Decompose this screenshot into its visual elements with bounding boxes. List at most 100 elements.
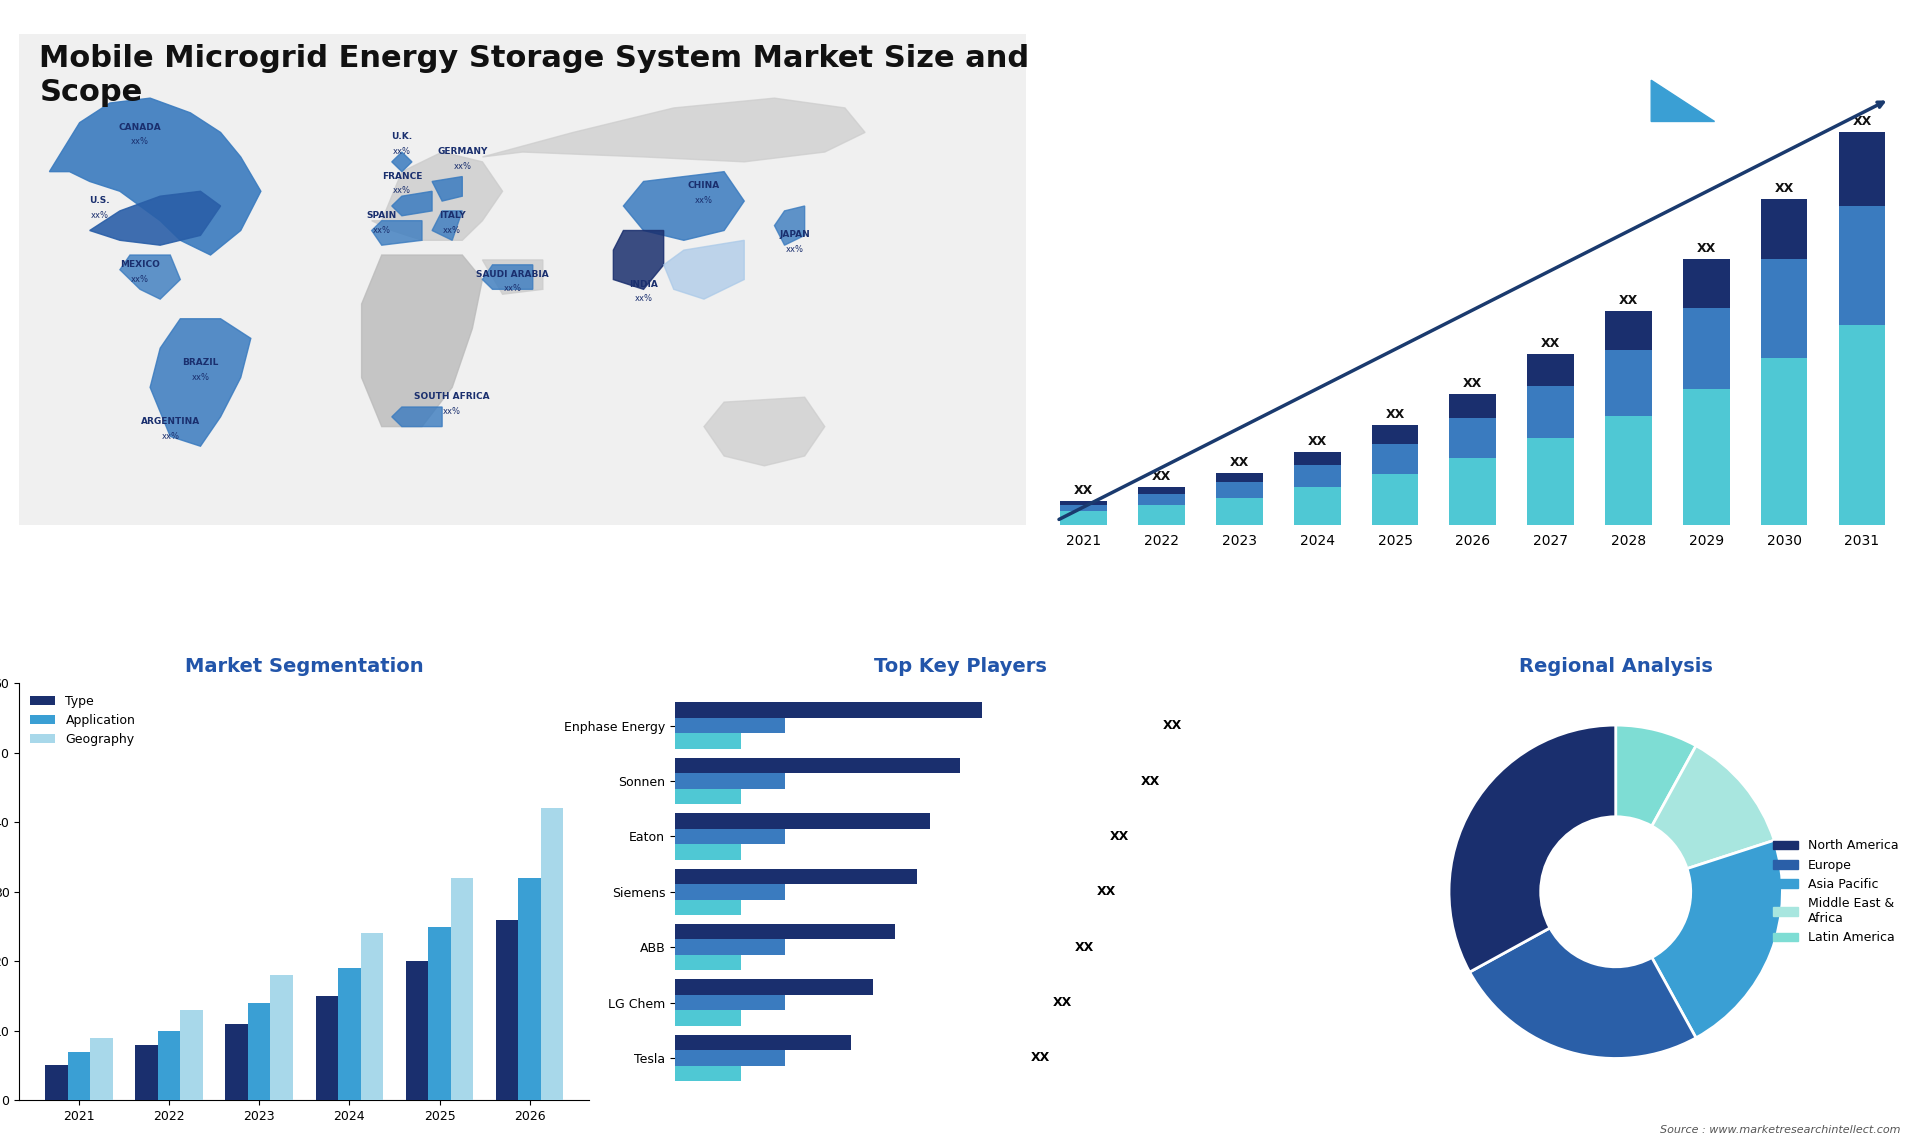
- Bar: [1839, 205, 1885, 325]
- Title: Regional Analysis: Regional Analysis: [1519, 658, 1713, 676]
- Bar: [676, 1011, 741, 1026]
- Legend: North America, Europe, Asia Pacific, Middle East &
Africa, Latin America: North America, Europe, Asia Pacific, Mid…: [1768, 834, 1903, 949]
- Polygon shape: [482, 99, 866, 162]
- Bar: [1450, 458, 1496, 525]
- Text: SPAIN: SPAIN: [367, 211, 397, 220]
- Text: ITALY: ITALY: [440, 211, 465, 220]
- Text: MARKET
RESEARCH
INTELLECT: MARKET RESEARCH INTELLECT: [1732, 57, 1793, 89]
- Polygon shape: [119, 256, 180, 299]
- Text: Mobile Microgrid Energy Storage System Market Size and
Scope: Mobile Microgrid Energy Storage System M…: [38, 45, 1029, 107]
- Bar: [676, 845, 741, 860]
- Bar: [1450, 394, 1496, 418]
- Text: xx%: xx%: [131, 138, 150, 147]
- Bar: [157, 1030, 180, 1100]
- Polygon shape: [612, 230, 664, 289]
- Bar: [676, 758, 960, 774]
- Bar: [134, 1045, 157, 1100]
- Bar: [676, 869, 916, 884]
- Bar: [676, 788, 741, 804]
- Polygon shape: [432, 176, 463, 201]
- Polygon shape: [1645, 32, 1709, 73]
- Text: xx%: xx%: [161, 432, 179, 440]
- Text: XX: XX: [1386, 408, 1405, 421]
- Bar: [676, 1050, 785, 1066]
- Bar: [451, 878, 474, 1100]
- Legend: Type, Application, Geography: Type, Application, Geography: [25, 690, 140, 751]
- Bar: [1060, 501, 1108, 504]
- Text: XX: XX: [1853, 116, 1872, 128]
- Text: INDIA: INDIA: [630, 280, 659, 289]
- Text: U.K.: U.K.: [392, 133, 413, 141]
- Bar: [1605, 416, 1651, 525]
- Wedge shape: [1617, 725, 1695, 826]
- Text: FRANCE: FRANCE: [382, 172, 422, 181]
- Text: XX: XX: [1152, 471, 1171, 484]
- Bar: [1215, 482, 1263, 499]
- Bar: [1761, 259, 1807, 359]
- Wedge shape: [1651, 746, 1774, 869]
- Polygon shape: [1651, 80, 1715, 121]
- Bar: [1684, 308, 1730, 388]
- Bar: [676, 774, 785, 788]
- Bar: [676, 940, 785, 955]
- Polygon shape: [50, 99, 261, 256]
- Text: Source : www.marketresearchintellect.com: Source : www.marketresearchintellect.com: [1661, 1124, 1901, 1135]
- Bar: [1526, 438, 1574, 525]
- Polygon shape: [361, 256, 482, 426]
- Bar: [676, 814, 929, 829]
- Bar: [1371, 474, 1419, 525]
- Polygon shape: [392, 407, 442, 426]
- Bar: [1684, 388, 1730, 525]
- Wedge shape: [1651, 840, 1782, 1038]
- Bar: [1761, 359, 1807, 525]
- Text: SAUDI ARABIA: SAUDI ARABIA: [476, 269, 549, 278]
- Text: xx%: xx%: [695, 196, 712, 205]
- Polygon shape: [150, 319, 252, 446]
- Text: BRAZIL: BRAZIL: [182, 358, 219, 367]
- Bar: [1060, 504, 1108, 511]
- Text: XX: XX: [1031, 1051, 1050, 1065]
- Text: xx%: xx%: [453, 162, 470, 171]
- Text: XX: XX: [1308, 434, 1327, 448]
- Polygon shape: [392, 191, 432, 215]
- Text: xx%: xx%: [192, 372, 209, 382]
- Bar: [90, 1037, 113, 1100]
- Polygon shape: [392, 152, 413, 172]
- Text: xx%: xx%: [444, 226, 461, 235]
- Bar: [1761, 199, 1807, 259]
- Bar: [676, 1066, 741, 1081]
- Bar: [1294, 465, 1340, 487]
- Bar: [1060, 511, 1108, 525]
- Bar: [676, 717, 785, 733]
- Text: MEXICO: MEXICO: [121, 260, 159, 269]
- Text: XX: XX: [1542, 337, 1561, 351]
- Text: xx%: xx%: [90, 211, 109, 220]
- Polygon shape: [372, 221, 422, 245]
- Polygon shape: [482, 265, 532, 289]
- Polygon shape: [432, 211, 463, 241]
- Bar: [1450, 418, 1496, 458]
- Bar: [676, 924, 895, 940]
- Bar: [676, 955, 741, 971]
- Bar: [1294, 452, 1340, 465]
- Bar: [518, 878, 541, 1100]
- Bar: [1839, 325, 1885, 525]
- Text: xx%: xx%: [503, 284, 522, 293]
- Polygon shape: [705, 398, 826, 465]
- Bar: [248, 1003, 271, 1100]
- Bar: [225, 1023, 248, 1100]
- Bar: [1294, 487, 1340, 525]
- Polygon shape: [90, 191, 221, 245]
- Bar: [44, 1066, 67, 1100]
- Text: XX: XX: [1162, 720, 1181, 732]
- Bar: [361, 934, 384, 1100]
- Bar: [1684, 259, 1730, 308]
- Bar: [405, 961, 428, 1100]
- Bar: [1215, 499, 1263, 525]
- Bar: [1139, 504, 1185, 525]
- Bar: [67, 1052, 90, 1100]
- Text: XX: XX: [1619, 293, 1638, 307]
- Bar: [676, 900, 741, 915]
- Text: CHINA: CHINA: [687, 181, 720, 190]
- Text: XX: XX: [1110, 830, 1129, 843]
